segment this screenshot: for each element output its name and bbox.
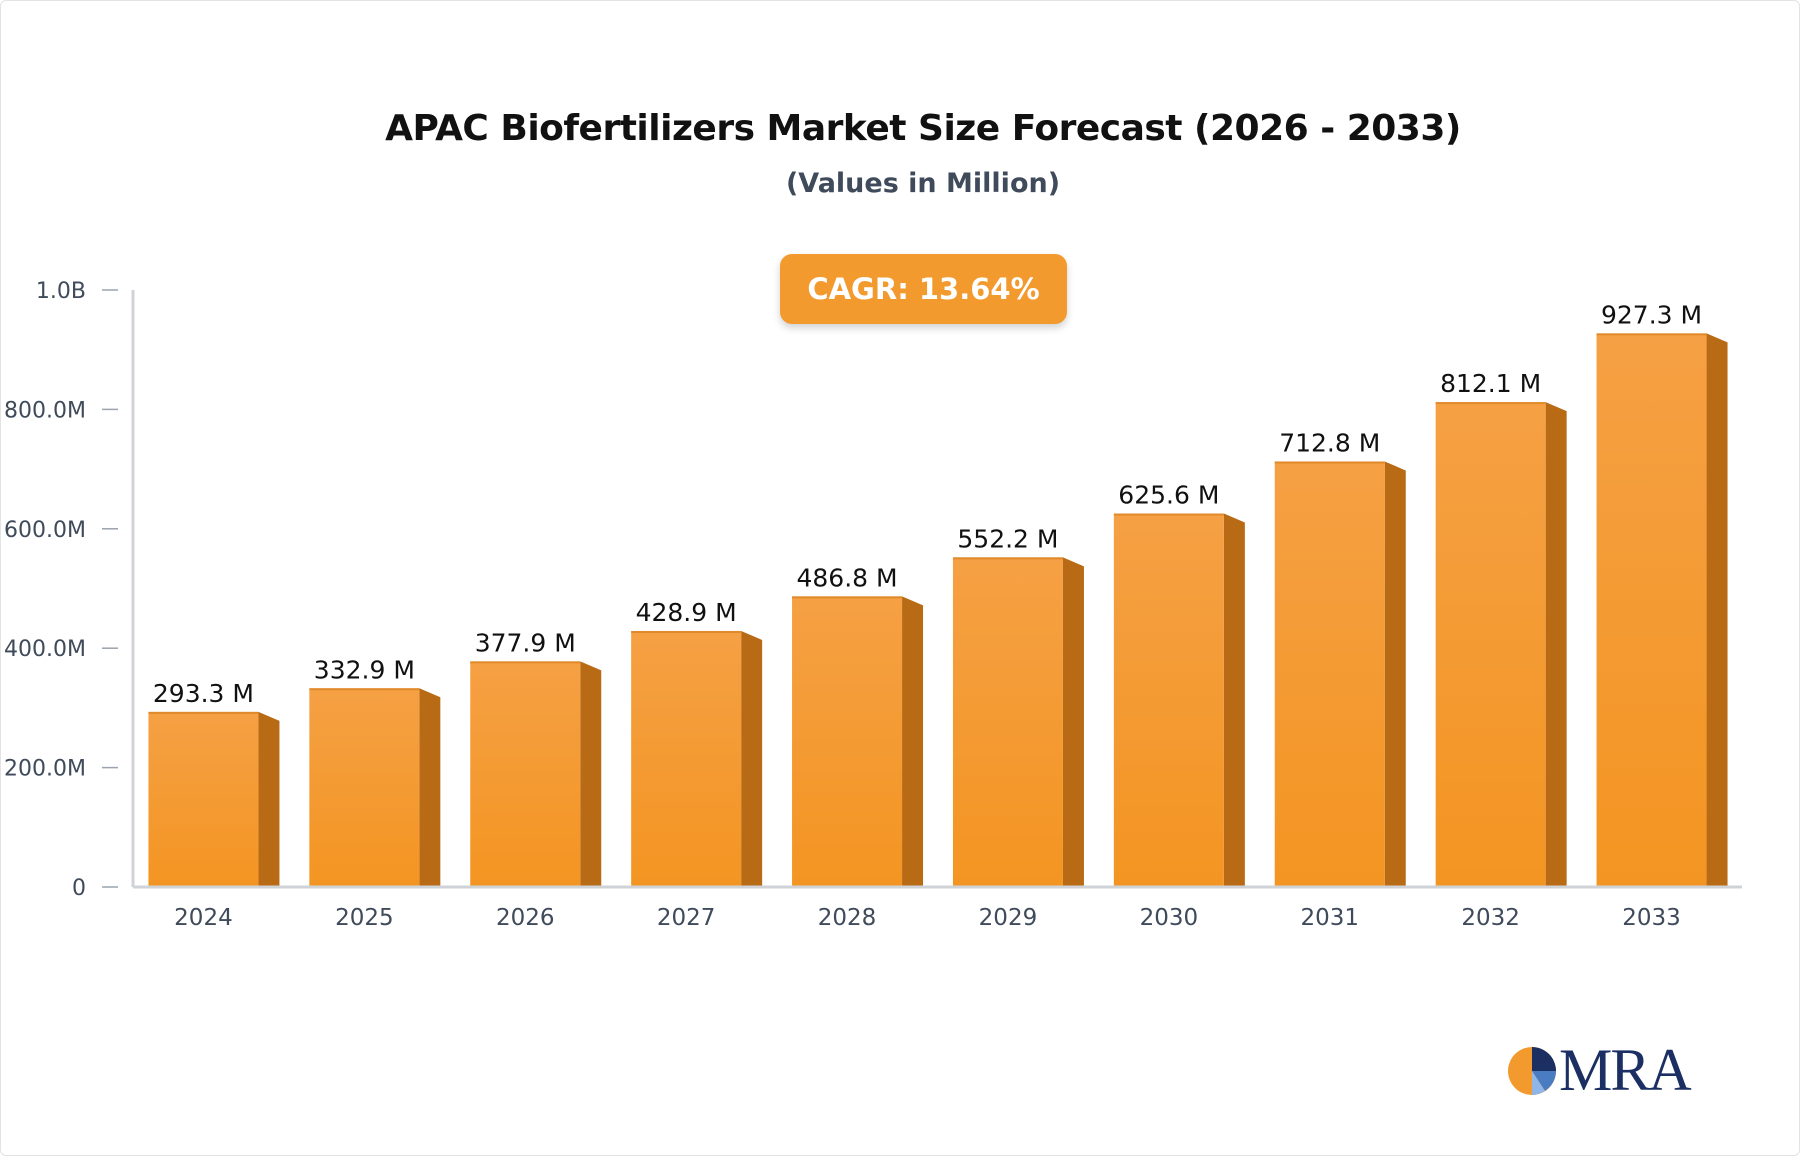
bar: 293.3 M bbox=[148, 679, 280, 887]
bar-value-label: 332.9 M bbox=[314, 655, 415, 684]
bar-value-label: 552.2 M bbox=[957, 524, 1058, 553]
x-tick-label: 2025 bbox=[335, 905, 394, 931]
y-tick-label: 600.0M bbox=[4, 518, 86, 543]
bar-side bbox=[902, 596, 924, 887]
bars: 293.3 M 332.9 M 377.9 M 428.9 M 486.8 M 552.2… bbox=[148, 300, 1728, 888]
y-axis: 0 200.0M 400.0M 600.0M 800.0M 1.0B bbox=[4, 279, 135, 901]
bar: 377.9 M bbox=[470, 628, 602, 887]
chart-title: APAC Biofertilizers Market Size Forecast… bbox=[385, 108, 1461, 149]
bar: 332.9 M bbox=[309, 655, 441, 887]
bar-side bbox=[1384, 461, 1406, 887]
bar-side bbox=[1545, 402, 1567, 887]
bar-front bbox=[631, 630, 742, 887]
bar: 552.2 M bbox=[952, 524, 1084, 887]
bar: 625.6 M bbox=[1113, 481, 1245, 887]
x-tick-label: 2026 bbox=[496, 905, 555, 931]
y-tick-label: 800.0M bbox=[4, 398, 86, 423]
bar-side bbox=[419, 688, 441, 887]
x-tick-label: 2027 bbox=[657, 905, 716, 931]
logo-text: MRA bbox=[1559, 1037, 1692, 1103]
bar-front bbox=[792, 596, 903, 887]
bar-value-label: 625.6 M bbox=[1118, 481, 1219, 510]
bar-front bbox=[309, 688, 420, 887]
x-tick-label: 2024 bbox=[174, 905, 233, 931]
x-tick-label: 2033 bbox=[1622, 905, 1681, 931]
x-tick-label: 2031 bbox=[1300, 905, 1359, 931]
x-tick-label: 2032 bbox=[1461, 905, 1520, 931]
bar-front bbox=[1113, 513, 1224, 887]
bar-front bbox=[952, 557, 1063, 887]
bar-side bbox=[1706, 333, 1728, 888]
bar-front bbox=[1596, 333, 1707, 888]
bar-front bbox=[1435, 402, 1546, 887]
bar-value-label: 812.1 M bbox=[1440, 369, 1541, 398]
bar-side bbox=[1062, 557, 1084, 887]
mra-logo: MRA bbox=[1505, 1040, 1695, 1100]
x-tick-label: 2030 bbox=[1140, 905, 1199, 931]
bar-side bbox=[741, 630, 763, 887]
bar-side bbox=[1223, 513, 1245, 887]
bar: 486.8 M bbox=[792, 563, 924, 887]
bar: 428.9 M bbox=[631, 598, 763, 887]
x-tick-label: 2029 bbox=[979, 905, 1038, 931]
bar: 927.3 M bbox=[1596, 300, 1728, 888]
x-tick-label: 2028 bbox=[818, 905, 877, 931]
bar-front bbox=[470, 661, 581, 887]
chart-subtitle: (Values in Million) bbox=[785, 168, 1061, 199]
bar-value-label: 712.8 M bbox=[1279, 428, 1380, 457]
bar-side bbox=[258, 711, 280, 887]
pie-logo-icon bbox=[1508, 1047, 1556, 1095]
y-tick-label: 200.0M bbox=[4, 757, 86, 782]
bar: 812.1 M bbox=[1435, 369, 1567, 887]
bar-front bbox=[148, 711, 259, 887]
cagr-badge: CAGR: 13.64% bbox=[780, 254, 1067, 324]
bar-front bbox=[1274, 461, 1385, 887]
bar-value-label: 377.9 M bbox=[475, 628, 576, 657]
bar-side bbox=[580, 661, 602, 887]
bar-value-label: 293.3 M bbox=[153, 679, 254, 708]
y-tick-label: 1.0B bbox=[36, 279, 86, 304]
x-axis: 2024 2025 2026 2027 2028 2029 2030 2031 2032 2033 bbox=[133, 885, 1742, 931]
y-tick-label: 0 bbox=[72, 876, 86, 901]
bar-value-label: 486.8 M bbox=[797, 563, 898, 592]
bar-value-label: 428.9 M bbox=[636, 598, 737, 627]
bar: 712.8 M bbox=[1274, 428, 1406, 887]
y-tick-label: 400.0M bbox=[4, 637, 86, 662]
bar-value-label: 927.3 M bbox=[1601, 300, 1702, 329]
